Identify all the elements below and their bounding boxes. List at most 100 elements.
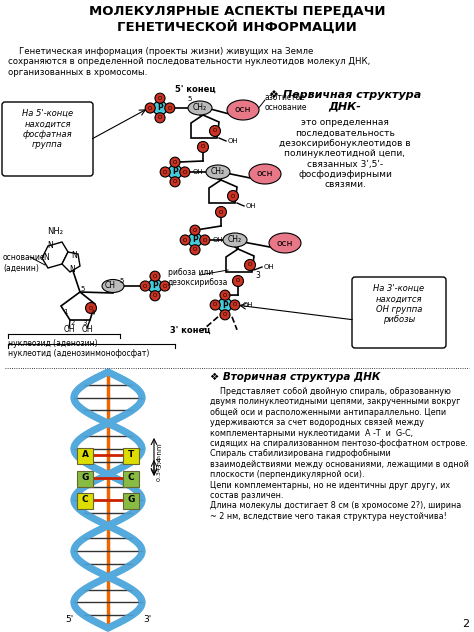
Text: OH: OH (213, 237, 223, 243)
Polygon shape (226, 249, 254, 272)
Circle shape (188, 233, 202, 247)
Ellipse shape (269, 233, 301, 253)
Circle shape (180, 235, 190, 245)
FancyBboxPatch shape (77, 471, 93, 487)
Text: P: P (172, 167, 178, 176)
Circle shape (168, 165, 182, 179)
Text: OH: OH (243, 302, 254, 308)
Text: 0.34 nm: 0.34 nm (157, 455, 162, 481)
Circle shape (160, 167, 170, 177)
Text: O: O (201, 145, 205, 150)
Text: 2: 2 (462, 619, 469, 629)
Polygon shape (42, 242, 68, 268)
Circle shape (210, 300, 220, 310)
Circle shape (153, 101, 167, 115)
Text: OH: OH (264, 264, 274, 270)
FancyBboxPatch shape (123, 448, 139, 464)
Text: 2: 2 (71, 320, 75, 326)
Text: 5' конец: 5' конец (175, 85, 216, 94)
Ellipse shape (249, 164, 281, 184)
Text: O: O (223, 293, 227, 298)
Text: основание
(аденин): основание (аденин) (3, 253, 46, 272)
Circle shape (85, 303, 97, 313)
Text: O: O (236, 279, 240, 284)
Circle shape (160, 281, 170, 291)
Text: O: O (173, 160, 177, 165)
Text: O: O (163, 284, 167, 288)
Text: 3: 3 (255, 270, 260, 279)
Text: CH₂: CH₂ (211, 167, 225, 176)
Circle shape (180, 167, 190, 177)
Text: O: O (183, 238, 187, 243)
Ellipse shape (102, 279, 124, 293)
Circle shape (216, 207, 227, 217)
Circle shape (165, 103, 175, 113)
FancyBboxPatch shape (77, 493, 93, 509)
Text: CH: CH (104, 281, 116, 291)
Text: 5: 5 (81, 286, 85, 292)
Text: 5: 5 (120, 278, 124, 284)
Text: рибоза или
дезоксирибоза: рибоза или дезоксирибоза (168, 268, 228, 288)
Text: CH₂: CH₂ (228, 236, 242, 245)
Text: P: P (157, 104, 163, 112)
Text: O: O (231, 193, 235, 198)
Text: P: P (192, 236, 198, 245)
FancyBboxPatch shape (2, 102, 93, 176)
Ellipse shape (188, 101, 212, 115)
Text: осн: осн (235, 106, 251, 114)
Circle shape (230, 300, 240, 310)
FancyBboxPatch shape (123, 493, 139, 509)
Text: На 3'-конце
находится
ОН группа
рибозы: На 3'-конце находится ОН группа рибозы (374, 284, 425, 324)
Text: 3' конец: 3' конец (170, 325, 210, 334)
Text: O: O (223, 312, 227, 317)
Text: NH₂: NH₂ (47, 228, 63, 236)
FancyBboxPatch shape (352, 277, 446, 348)
Polygon shape (62, 252, 80, 272)
Text: Генетическая информация (проекты жизни) живущих на Земле
сохраняются в определен: Генетическая информация (проекты жизни) … (8, 47, 370, 77)
Text: O: O (219, 209, 223, 214)
Text: OH: OH (63, 325, 75, 334)
Text: 1: 1 (63, 309, 67, 315)
Text: P: P (152, 281, 158, 291)
Text: A: A (82, 450, 89, 459)
Text: O: O (163, 169, 167, 174)
FancyBboxPatch shape (123, 471, 139, 487)
Text: O: O (213, 303, 217, 308)
Text: Представляет собой двойную спираль, образованную
двумя полинуклеотидными цепями,: Представляет собой двойную спираль, обра… (210, 387, 469, 521)
Text: OH: OH (246, 203, 256, 209)
Circle shape (233, 276, 244, 286)
Text: азотистое
основание: азотистое основание (265, 93, 308, 112)
Text: OH: OH (228, 138, 238, 144)
Text: 3': 3' (143, 615, 151, 624)
Polygon shape (209, 180, 237, 203)
Text: МОЛЕКУЛЯРНЫЕ АСПЕКТЫ ПЕРЕДАЧИ
ГЕНЕТИЧЕСКОЙ ИНФОРМАЦИИ: МОЛЕКУЛЯРНЫЕ АСПЕКТЫ ПЕРЕДАЧИ ГЕНЕТИЧЕСК… (89, 5, 385, 34)
Text: ❖ Вторичная структура ДНК: ❖ Вторичная структура ДНК (210, 372, 380, 382)
Text: O: O (233, 303, 237, 308)
Circle shape (190, 245, 200, 255)
Polygon shape (191, 115, 219, 138)
Circle shape (150, 271, 160, 281)
Text: осн: осн (277, 238, 293, 248)
Text: O: O (168, 106, 172, 111)
Circle shape (220, 290, 230, 300)
Circle shape (198, 142, 209, 152)
Text: O: O (153, 274, 157, 279)
Text: G: G (128, 495, 135, 504)
Text: O: O (203, 238, 207, 243)
Circle shape (220, 310, 230, 320)
Circle shape (155, 112, 165, 123)
Circle shape (190, 225, 200, 235)
Text: 5': 5' (65, 615, 73, 624)
Text: ❖ Первичная структура
ДНК-: ❖ Первичная структура ДНК- (269, 90, 421, 112)
Circle shape (210, 126, 220, 137)
Text: 3: 3 (83, 320, 87, 326)
Text: N: N (69, 265, 75, 274)
Ellipse shape (227, 100, 259, 120)
Circle shape (155, 93, 165, 103)
Text: O: O (213, 128, 217, 133)
Text: На 5'-конце
находится
фосфатная
группа: На 5'-конце находится фосфатная группа (22, 109, 73, 149)
Text: O: O (158, 115, 162, 120)
Circle shape (218, 298, 232, 312)
Text: это определенная
последовательность
дезоксирибонуклеотидов в
полинуклеотидной це: это определенная последовательность дезо… (279, 118, 411, 190)
Text: OH: OH (81, 325, 93, 334)
